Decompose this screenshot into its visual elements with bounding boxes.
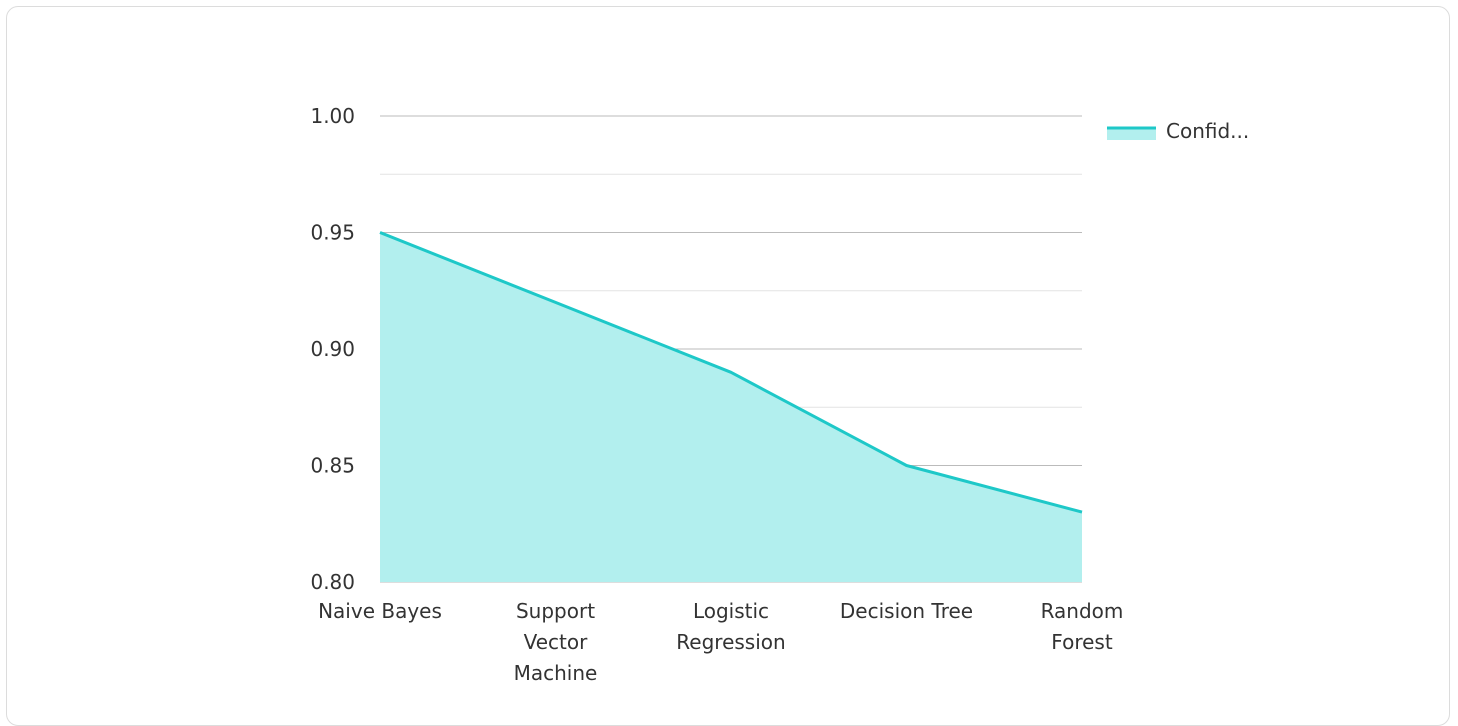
data-point[interactable]: [901, 460, 913, 472]
y-tick-label: 0.95: [310, 221, 355, 245]
legend-swatch-fill: [1107, 128, 1156, 140]
data-point[interactable]: [1076, 506, 1088, 518]
y-tick-label: 1.00: [310, 104, 355, 128]
area-series: [374, 227, 1088, 582]
x-tick-label: Logistic Regression: [676, 599, 785, 654]
data-point[interactable]: [550, 296, 562, 308]
y-tick-label: 0.90: [310, 337, 355, 361]
data-point[interactable]: [725, 366, 737, 378]
y-tick-label: 0.80: [310, 570, 355, 594]
x-tick-label: Support Vector Machine: [514, 599, 598, 685]
x-axis: Naive Bayes Support Vector Machine Logistic R…: [318, 599, 1123, 685]
x-tick-label: Decision Tree: [840, 599, 973, 623]
x-tick-label: Naive Bayes: [318, 599, 442, 623]
series-line[interactable]: [379, 231, 1083, 514]
y-axis: 0.80 0.85 0.90 0.95 1.00: [310, 104, 355, 594]
area-chart: 0.80 0.85 0.90 0.95 1.00 Naive Bayes Support V…: [310, 104, 1249, 685]
area-fill: [380, 232, 1082, 582]
chart-card: [6, 6, 1450, 726]
x-tick-label: Random Forest: [1041, 599, 1124, 654]
legend-label: Confid...: [1166, 119, 1249, 143]
data-point[interactable]: [374, 227, 386, 239]
legend[interactable]: Confid...: [1107, 119, 1249, 143]
y-tick-label: 0.85: [310, 454, 355, 478]
